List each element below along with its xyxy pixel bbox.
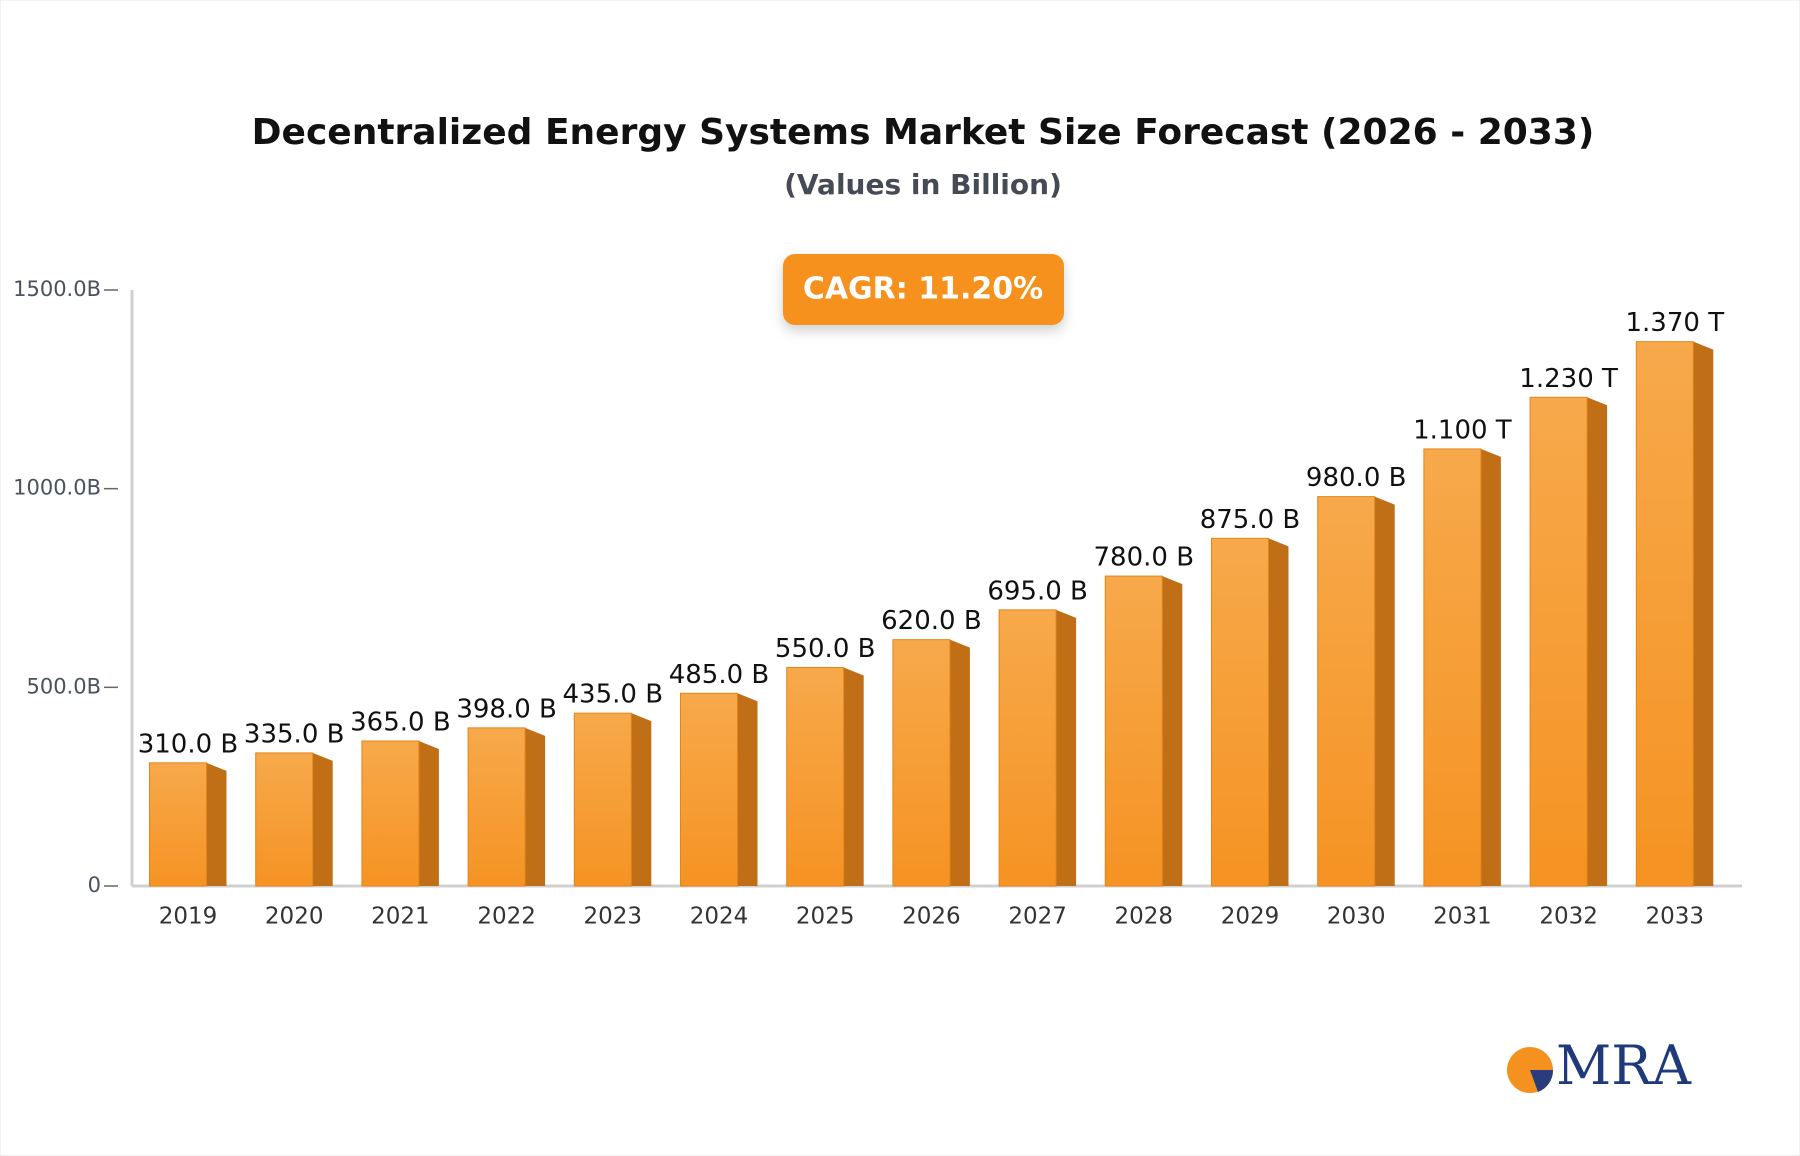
bar-side [1056, 609, 1077, 886]
x-tick-label: 2026 [902, 904, 961, 930]
value-label: 365.0 B [350, 707, 451, 737]
bar-side [949, 639, 970, 886]
logo-text: MRA [1556, 1034, 1692, 1097]
bar-side [1693, 341, 1714, 886]
bar [149, 762, 207, 887]
bar-side [1162, 576, 1183, 886]
x-tick-label: 2027 [1008, 904, 1067, 930]
value-label: 398.0 B [456, 694, 557, 724]
x-tick-label: 2025 [796, 904, 855, 930]
x-tick-label: 2030 [1327, 904, 1386, 930]
value-label: 620.0 B [881, 606, 982, 636]
y-tick-label: 0 [88, 873, 101, 897]
value-label: 435.0 B [563, 680, 664, 710]
bar [255, 752, 314, 887]
bar-side [843, 667, 864, 886]
bar-side [631, 713, 652, 886]
bar-side [206, 762, 227, 886]
x-tick-label: 2033 [1646, 904, 1705, 930]
value-label: 1.100 T [1413, 415, 1512, 445]
x-tick-label: 2032 [1539, 904, 1598, 930]
bar [1529, 396, 1588, 887]
value-label: 980.0 B [1306, 463, 1407, 493]
value-label: 695.0 B [987, 576, 1088, 606]
x-tick-label: 2023 [584, 904, 643, 930]
bar [1317, 496, 1376, 887]
value-label: 1.230 T [1519, 364, 1618, 394]
bar-side [1374, 496, 1395, 886]
x-tick-label: 2031 [1433, 904, 1492, 930]
bar [1635, 341, 1694, 887]
value-label: 310.0 B [138, 729, 239, 759]
bar [467, 727, 526, 887]
x-tick-label: 2029 [1221, 904, 1280, 930]
value-label: 550.0 B [775, 634, 876, 664]
logo-icon-slice [1530, 1070, 1554, 1092]
x-tick-label: 2022 [477, 904, 536, 930]
bar [892, 639, 951, 887]
bar [998, 609, 1057, 887]
cagr-badge [783, 254, 1064, 325]
value-label: 485.0 B [669, 660, 770, 690]
logo: MRA [1507, 1034, 1692, 1097]
value-label: 335.0 B [244, 719, 345, 749]
y-tick-label: 1000.0B [13, 476, 101, 500]
bar [1423, 448, 1482, 887]
bar-side [312, 752, 333, 886]
value-label: 875.0 B [1200, 505, 1301, 535]
y-tick-label: 500.0B [26, 674, 101, 698]
bar [1104, 575, 1163, 887]
cagr-label: CAGR: 11.20% [803, 272, 1043, 307]
bar-side [737, 693, 758, 886]
bar [573, 712, 632, 887]
bar-side [1587, 397, 1608, 886]
x-tick-label: 2019 [159, 904, 218, 930]
bar [1211, 537, 1269, 887]
value-label: 1.370 T [1626, 308, 1725, 338]
x-tick-label: 2021 [371, 904, 430, 930]
bar-side [1480, 448, 1501, 886]
chart-subtitle: (Values in Billion) [784, 168, 1062, 201]
y-tick-label: 1500.0B [13, 277, 101, 301]
chart-title: Decentralized Energy Systems Market Size… [252, 112, 1595, 153]
bar [361, 740, 420, 887]
x-tick-label: 2020 [265, 904, 324, 930]
x-tick-label: 2028 [1115, 904, 1174, 930]
bar [680, 692, 738, 887]
value-label: 780.0 B [1094, 543, 1195, 573]
bar [786, 666, 845, 887]
bar-side [418, 740, 439, 886]
bar-side [525, 727, 546, 886]
x-tick-label: 2024 [690, 904, 749, 930]
bar-side [1268, 538, 1289, 886]
